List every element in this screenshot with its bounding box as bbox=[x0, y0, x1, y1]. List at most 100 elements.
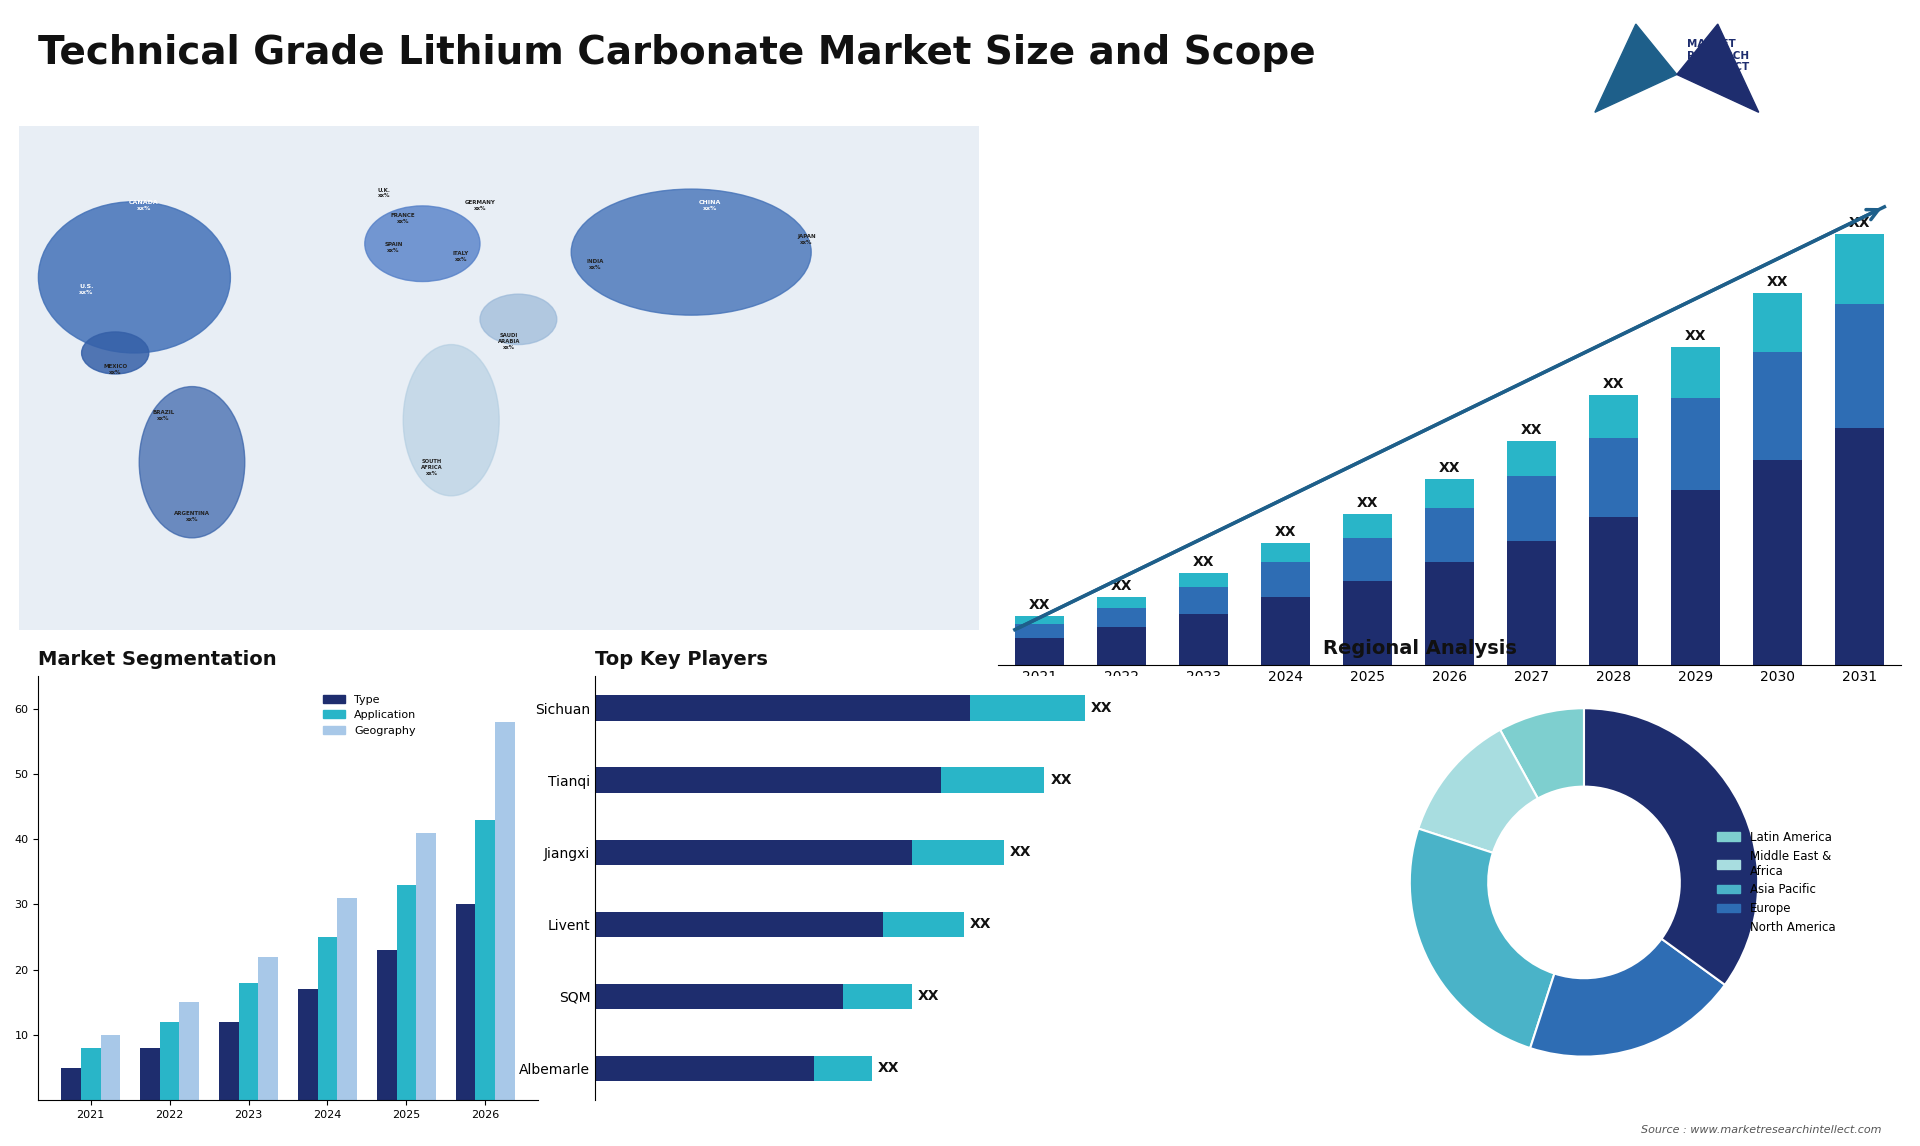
Ellipse shape bbox=[365, 206, 480, 282]
Ellipse shape bbox=[403, 345, 499, 496]
Bar bbox=[912, 840, 1004, 865]
Bar bbox=[81, 1047, 100, 1100]
Ellipse shape bbox=[572, 189, 812, 315]
Text: U.K.
xx%: U.K. xx% bbox=[378, 188, 390, 198]
Bar bbox=[1342, 581, 1392, 665]
Text: Technical Grade Lithium Carbonate Market Size and Scope: Technical Grade Lithium Carbonate Market… bbox=[38, 34, 1315, 72]
Text: XX: XX bbox=[1029, 598, 1050, 612]
Wedge shape bbox=[1584, 708, 1759, 984]
Bar bbox=[595, 696, 970, 721]
Wedge shape bbox=[1530, 939, 1724, 1057]
Wedge shape bbox=[1419, 730, 1538, 853]
Bar bbox=[1836, 234, 1884, 304]
Wedge shape bbox=[1409, 829, 1555, 1049]
Text: Source : www.marketresearchintellect.com: Source : www.marketresearchintellect.com bbox=[1642, 1124, 1882, 1135]
Text: XX: XX bbox=[1766, 275, 1789, 289]
Text: SAUDI
ARABIA
xx%: SAUDI ARABIA xx% bbox=[497, 333, 520, 350]
Bar bbox=[595, 1055, 814, 1081]
Text: XX: XX bbox=[1110, 580, 1133, 594]
Text: XX: XX bbox=[1849, 215, 1870, 229]
Text: FRANCE
xx%: FRANCE xx% bbox=[392, 213, 415, 223]
Bar bbox=[1590, 517, 1638, 665]
Bar bbox=[1096, 597, 1146, 609]
Bar bbox=[1507, 477, 1557, 541]
Bar bbox=[238, 983, 259, 1100]
Bar bbox=[397, 885, 417, 1100]
Bar bbox=[595, 768, 941, 793]
Legend: Type, Application, Geography: Type, Application, Geography bbox=[319, 690, 420, 740]
Text: Regional Analysis: Regional Analysis bbox=[1323, 638, 1517, 658]
Bar bbox=[298, 989, 317, 1100]
Text: XX: XX bbox=[918, 989, 939, 1003]
Bar bbox=[1590, 439, 1638, 517]
Bar bbox=[1342, 539, 1392, 581]
Text: XX: XX bbox=[970, 917, 991, 932]
Text: XX: XX bbox=[1521, 423, 1542, 437]
Text: XX: XX bbox=[1686, 329, 1707, 343]
Text: MARKET
RESEARCH
INTELLECT: MARKET RESEARCH INTELLECT bbox=[1688, 39, 1749, 72]
Text: XX: XX bbox=[1603, 377, 1624, 391]
Bar bbox=[61, 1068, 81, 1100]
Text: XX: XX bbox=[1091, 701, 1112, 715]
Bar bbox=[100, 1035, 121, 1100]
Bar bbox=[1261, 543, 1309, 563]
Bar bbox=[259, 957, 278, 1100]
Bar bbox=[1261, 563, 1309, 597]
Bar bbox=[219, 1022, 238, 1100]
Polygon shape bbox=[1596, 24, 1676, 112]
Bar bbox=[1016, 637, 1064, 665]
Text: GERMANY
xx%: GERMANY xx% bbox=[465, 201, 495, 211]
Bar bbox=[1590, 395, 1638, 439]
Bar bbox=[1179, 587, 1229, 613]
Text: Top Key Players: Top Key Players bbox=[595, 650, 768, 669]
FancyBboxPatch shape bbox=[10, 118, 989, 638]
Bar bbox=[1836, 427, 1884, 665]
Bar bbox=[140, 1047, 159, 1100]
Text: CANADA
xx%: CANADA xx% bbox=[129, 201, 159, 211]
Bar bbox=[317, 937, 338, 1100]
Wedge shape bbox=[1500, 708, 1584, 799]
Bar bbox=[1507, 441, 1557, 477]
Bar bbox=[338, 898, 357, 1100]
Text: XX: XX bbox=[1275, 526, 1296, 540]
Bar bbox=[1753, 352, 1803, 460]
Bar bbox=[1016, 617, 1064, 625]
Ellipse shape bbox=[480, 295, 557, 345]
Text: JAPAN
xx%: JAPAN xx% bbox=[797, 234, 816, 245]
Bar bbox=[1179, 613, 1229, 665]
Bar bbox=[1261, 597, 1309, 665]
Text: ITALY
xx%: ITALY xx% bbox=[453, 251, 468, 261]
Ellipse shape bbox=[138, 386, 246, 537]
Bar bbox=[417, 833, 436, 1100]
Bar bbox=[1753, 293, 1803, 352]
Text: XX: XX bbox=[1192, 555, 1213, 570]
Bar bbox=[1179, 573, 1229, 587]
Bar bbox=[595, 983, 843, 1008]
Bar bbox=[970, 696, 1085, 721]
Legend: Latin America, Middle East &
Africa, Asia Pacific, Europe, North America: Latin America, Middle East & Africa, Asi… bbox=[1713, 826, 1839, 939]
Bar bbox=[1670, 489, 1720, 665]
Text: BRAZIL
xx%: BRAZIL xx% bbox=[152, 410, 175, 422]
Bar bbox=[1753, 460, 1803, 665]
Text: SOUTH
AFRICA
xx%: SOUTH AFRICA xx% bbox=[420, 460, 444, 476]
Bar bbox=[376, 950, 397, 1100]
Circle shape bbox=[1488, 786, 1680, 979]
Text: INDIA
xx%: INDIA xx% bbox=[586, 259, 605, 270]
Bar bbox=[1670, 398, 1720, 489]
Bar bbox=[495, 722, 515, 1100]
Text: XX: XX bbox=[1050, 774, 1071, 787]
Bar bbox=[1425, 479, 1475, 509]
Text: XX: XX bbox=[1357, 496, 1379, 510]
Text: XX: XX bbox=[877, 1061, 899, 1075]
Bar bbox=[1016, 625, 1064, 637]
Bar bbox=[455, 904, 476, 1100]
Text: XX: XX bbox=[1010, 845, 1031, 860]
Bar bbox=[1096, 609, 1146, 627]
Bar bbox=[595, 911, 883, 936]
Text: ARGENTINA
xx%: ARGENTINA xx% bbox=[175, 511, 209, 523]
Bar bbox=[1342, 513, 1392, 539]
Bar bbox=[1096, 627, 1146, 665]
Text: Market Segmentation: Market Segmentation bbox=[38, 650, 276, 669]
Bar bbox=[179, 1003, 200, 1100]
Text: U.S.
xx%: U.S. xx% bbox=[79, 284, 94, 296]
